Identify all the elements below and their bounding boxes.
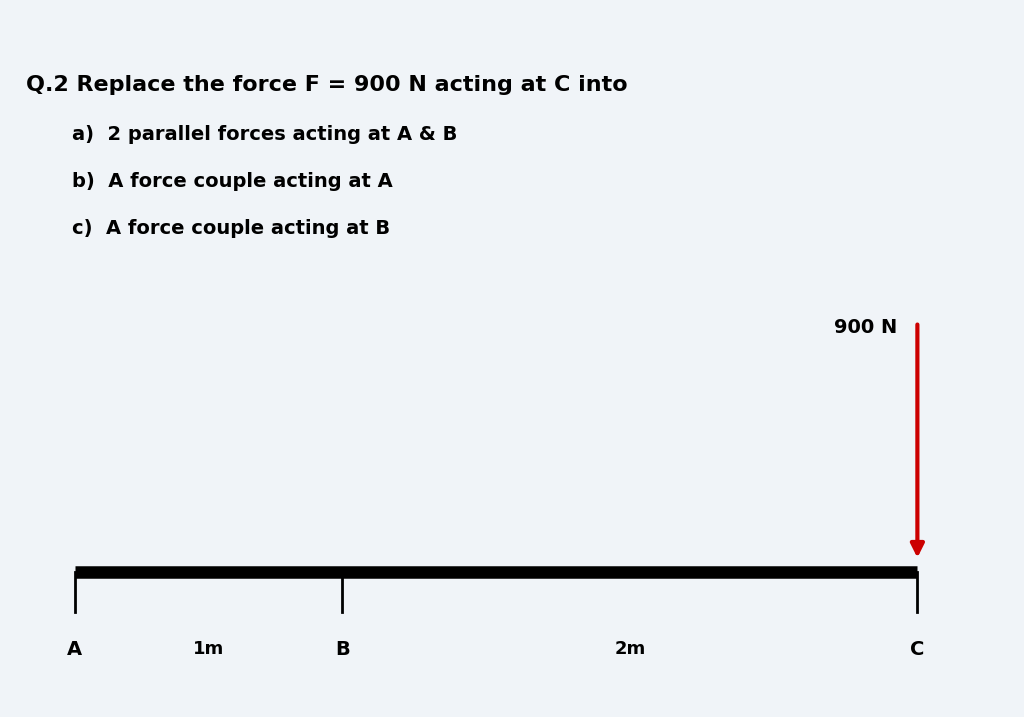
Text: 2m: 2m bbox=[614, 640, 645, 658]
Text: a)  2 parallel forces acting at A & B: a) 2 parallel forces acting at A & B bbox=[72, 125, 457, 144]
Text: Q.2 Replace the force F = 900 N acting at C into: Q.2 Replace the force F = 900 N acting a… bbox=[26, 75, 628, 95]
Text: A: A bbox=[68, 640, 82, 659]
Text: B: B bbox=[335, 640, 350, 659]
Text: c)  A force couple acting at B: c) A force couple acting at B bbox=[72, 219, 390, 237]
Text: b)  A force couple acting at A: b) A force couple acting at A bbox=[72, 172, 392, 191]
Text: 900 N: 900 N bbox=[835, 318, 898, 337]
Text: 1m: 1m bbox=[194, 640, 224, 658]
Text: C: C bbox=[910, 640, 925, 659]
